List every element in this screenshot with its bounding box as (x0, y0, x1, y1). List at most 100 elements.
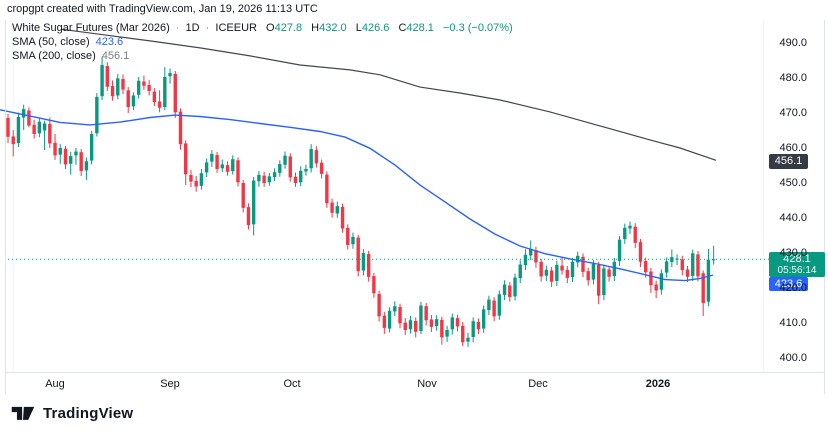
candle[interactable] (95, 93, 99, 137)
candle[interactable] (335, 201, 340, 218)
candle[interactable] (163, 67, 167, 111)
symbol-title[interactable]: White Sugar Futures (Mar 2026) (12, 22, 170, 34)
candle[interactable] (257, 171, 261, 187)
candle[interactable] (576, 251, 580, 268)
candle[interactable] (319, 159, 324, 179)
candle[interactable] (225, 161, 230, 176)
candle[interactable] (131, 92, 136, 111)
candle[interactable] (549, 267, 554, 287)
candle[interactable] (398, 303, 402, 329)
candle[interactable] (560, 256, 564, 275)
candle[interactable] (638, 239, 643, 267)
candle[interactable] (304, 164, 308, 176)
candle[interactable] (612, 257, 617, 281)
candle[interactable] (58, 144, 62, 164)
candle[interactable] (628, 221, 632, 234)
candle[interactable] (476, 318, 481, 335)
candle[interactable] (309, 144, 313, 173)
candle[interactable] (565, 265, 569, 284)
candle[interactable] (461, 321, 465, 347)
candle[interactable] (691, 249, 695, 282)
candle[interactable] (450, 313, 454, 335)
candle[interactable] (251, 177, 256, 236)
candle[interactable] (596, 261, 601, 305)
candle[interactable] (607, 265, 611, 282)
candle[interactable] (466, 332, 470, 347)
candle[interactable] (492, 297, 496, 322)
candle[interactable] (299, 166, 303, 187)
candle[interactable] (664, 257, 669, 278)
candle[interactable] (570, 257, 575, 283)
candle[interactable] (711, 245, 716, 265)
candle[interactable] (434, 315, 439, 331)
candle[interactable] (121, 74, 125, 95)
candle[interactable] (675, 254, 679, 266)
candle[interactable] (696, 250, 700, 282)
candle[interactable] (84, 157, 89, 180)
candle[interactable] (288, 153, 292, 182)
symbol-legend-row[interactable]: White Sugar Futures (Mar 2026) · 1D · IC… (12, 21, 513, 35)
candle[interactable] (100, 57, 104, 101)
candle[interactable] (314, 146, 319, 168)
candle[interactable] (529, 240, 533, 260)
candle[interactable] (513, 273, 517, 301)
candle[interactable] (387, 307, 392, 333)
candle[interactable] (236, 157, 240, 187)
sma50-line[interactable] (0, 109, 714, 282)
candle[interactable] (502, 280, 507, 300)
candle[interactable] (6, 114, 10, 144)
candle[interactable] (89, 130, 94, 165)
candle[interactable] (69, 151, 73, 175)
candle[interactable] (340, 203, 345, 233)
candle[interactable] (591, 260, 596, 285)
candle[interactable] (210, 150, 214, 167)
candle[interactable] (262, 171, 266, 187)
sma200-line[interactable] (61, 28, 717, 161)
candle[interactable] (544, 265, 549, 281)
sma50-legend-row[interactable]: SMA (50, close) 423.6 (12, 35, 513, 49)
candle[interactable] (157, 90, 162, 113)
tradingview-logo[interactable]: TradingView (10, 404, 133, 422)
candle[interactable] (27, 107, 31, 128)
candle[interactable] (231, 155, 235, 175)
candle[interactable] (518, 260, 522, 284)
candle[interactable] (168, 68, 172, 84)
candle[interactable] (37, 118, 42, 138)
candle[interactable] (419, 302, 423, 335)
candle[interactable] (351, 232, 355, 249)
candle[interactable] (481, 305, 486, 333)
candle[interactable] (346, 224, 350, 250)
candle[interactable] (440, 316, 444, 345)
candle[interactable] (685, 265, 690, 283)
candle[interactable] (424, 303, 428, 326)
candle[interactable] (152, 88, 157, 106)
candle[interactable] (361, 249, 366, 276)
candle[interactable] (623, 223, 627, 244)
candle[interactable] (508, 282, 512, 302)
candle[interactable] (555, 261, 559, 286)
candle[interactable] (455, 314, 460, 332)
candle[interactable] (586, 267, 590, 286)
candle[interactable] (649, 268, 653, 293)
candle[interactable] (539, 258, 543, 282)
candle[interactable] (372, 272, 376, 298)
candle[interactable] (147, 80, 151, 96)
candle[interactable] (272, 168, 277, 182)
candle[interactable] (487, 295, 491, 315)
candle[interactable] (21, 104, 26, 131)
candle[interactable] (241, 179, 245, 213)
candle[interactable] (199, 169, 204, 190)
candle[interactable] (184, 140, 188, 186)
candle[interactable] (602, 264, 606, 301)
candle[interactable] (471, 317, 475, 343)
candle[interactable] (403, 318, 407, 335)
candle[interactable] (53, 134, 57, 160)
candle[interactable] (654, 280, 658, 299)
candle[interactable] (116, 74, 120, 100)
price-axis[interactable]: 456.1 428.1 05:56:14 423.6 490.0 480.0 470… (764, 20, 828, 372)
candle[interactable] (283, 151, 287, 169)
candle[interactable] (142, 75, 146, 90)
candle[interactable] (63, 145, 68, 169)
candle[interactable] (16, 112, 21, 147)
candle[interactable] (706, 248, 711, 307)
